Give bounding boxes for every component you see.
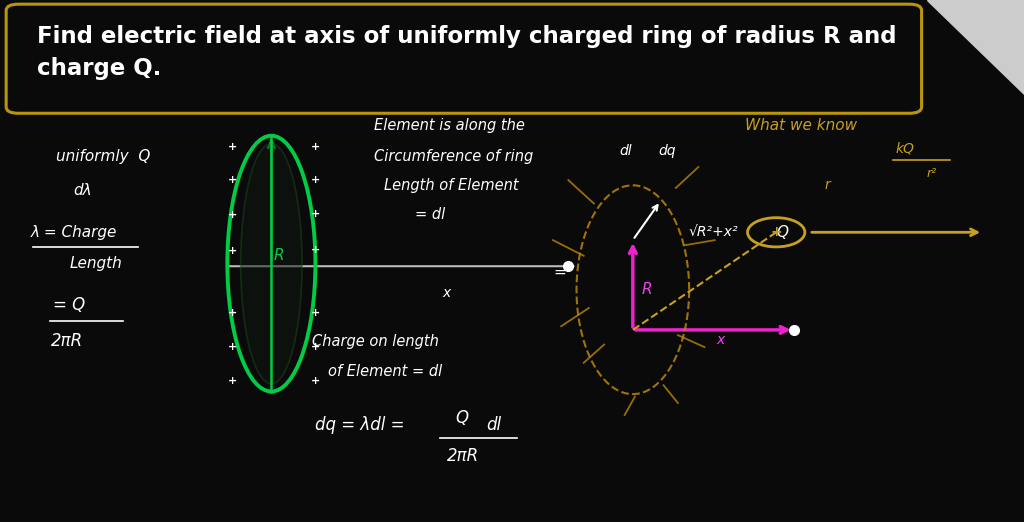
Text: Q: Q [456, 409, 469, 426]
Text: +: + [310, 308, 321, 318]
Text: x: x [717, 334, 725, 347]
Text: Length: Length [70, 256, 123, 271]
FancyBboxPatch shape [6, 4, 922, 113]
Polygon shape [927, 0, 1024, 94]
Text: +: + [227, 175, 238, 185]
Text: +: + [227, 245, 238, 256]
Text: +: + [310, 142, 321, 152]
Text: Q: Q [776, 225, 788, 240]
Text: +: + [227, 142, 238, 152]
Text: +: + [227, 210, 238, 220]
Text: +: + [227, 308, 238, 318]
Text: r²: r² [927, 167, 937, 180]
Text: +: + [227, 342, 238, 352]
Text: of Element = dl: of Element = dl [328, 364, 442, 379]
Text: +: + [310, 342, 321, 352]
Text: λ = Charge: λ = Charge [31, 225, 117, 240]
Text: x: x [442, 287, 451, 300]
Text: 2πR: 2πR [446, 447, 478, 465]
Text: Length of Element: Length of Element [384, 178, 518, 193]
Text: uniformly  Q: uniformly Q [56, 149, 151, 164]
Text: R: R [642, 282, 652, 297]
Text: +: + [310, 244, 321, 255]
Text: dl: dl [486, 417, 502, 434]
Text: +: + [310, 175, 321, 185]
Text: kQ: kQ [896, 142, 914, 156]
Text: +: + [770, 226, 782, 239]
Text: dq: dq [658, 145, 676, 158]
Text: = Q: = Q [53, 296, 85, 314]
Text: dλ: dλ [74, 183, 92, 198]
Text: = dl: = dl [415, 207, 445, 221]
Text: R: R [273, 248, 284, 263]
Ellipse shape [241, 144, 302, 384]
Text: √R²+x²: √R²+x² [688, 226, 737, 239]
Text: Charge on length: Charge on length [312, 335, 439, 349]
Text: +: + [310, 376, 321, 386]
Text: +: + [310, 209, 321, 219]
Text: +: + [227, 376, 238, 386]
Text: Find electric field at axis of uniformly charged ring of radius R and
charge Q.: Find electric field at axis of uniformly… [37, 25, 896, 80]
Text: Circumference of ring: Circumference of ring [374, 149, 534, 164]
Text: r: r [824, 179, 830, 192]
Text: =: = [553, 265, 565, 280]
Text: What we know: What we know [745, 118, 857, 133]
Text: 2πR: 2πR [51, 332, 83, 350]
Text: Element is along the: Element is along the [374, 118, 524, 133]
Text: dq = λdl =: dq = λdl = [315, 417, 404, 434]
Text: dl: dl [620, 145, 632, 158]
